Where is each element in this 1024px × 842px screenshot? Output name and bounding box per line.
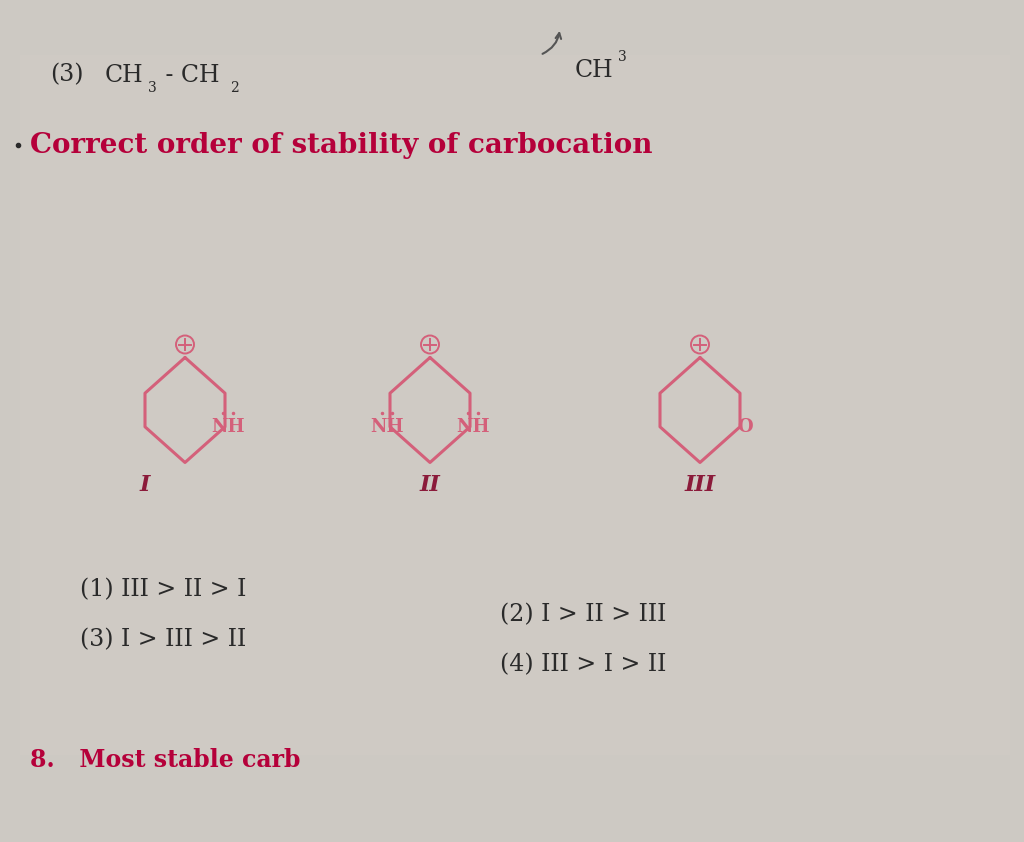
- Text: CH: CH: [105, 63, 143, 87]
- Text: (1) III > II > I: (1) III > II > I: [80, 578, 247, 601]
- Text: (4) III > I > II: (4) III > I > II: [500, 653, 667, 676]
- Text: NH: NH: [211, 418, 245, 436]
- Text: 3: 3: [618, 50, 627, 64]
- Text: 2: 2: [230, 81, 239, 95]
- Text: (3) I > III > II: (3) I > III > II: [80, 628, 246, 652]
- Text: NH: NH: [457, 418, 489, 436]
- Text: I: I: [140, 474, 151, 496]
- Text: (3): (3): [50, 63, 84, 87]
- Text: 3: 3: [148, 81, 157, 95]
- Text: (2) I > II > III: (2) I > II > III: [500, 604, 667, 626]
- Text: NH: NH: [371, 418, 403, 436]
- Text: O: O: [737, 418, 753, 436]
- Text: Correct order of stability of carbocation: Correct order of stability of carbocatio…: [30, 131, 652, 158]
- Text: - CH: - CH: [158, 63, 219, 87]
- Text: II: II: [420, 474, 440, 496]
- FancyBboxPatch shape: [20, 55, 1010, 755]
- Text: 8.   Most stable carb: 8. Most stable carb: [30, 748, 300, 772]
- Text: CH: CH: [575, 58, 613, 82]
- Text: III: III: [684, 474, 716, 496]
